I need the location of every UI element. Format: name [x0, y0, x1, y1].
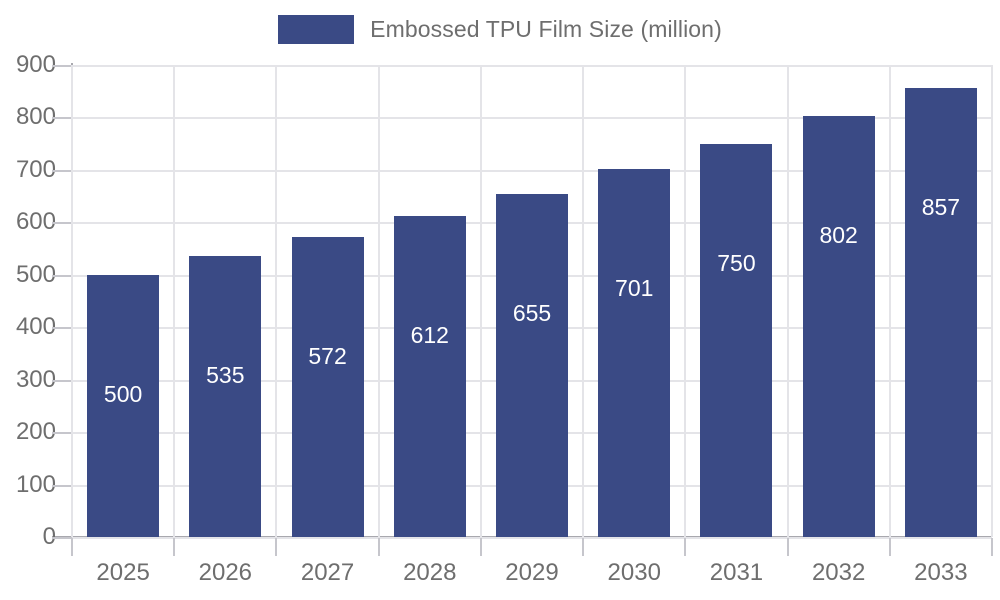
x-axis-tick-label: 2031 — [709, 559, 764, 586]
x-axis-tick-mark — [888, 538, 891, 556]
legend-color-swatch — [278, 14, 355, 44]
x-axis-tick-mark — [275, 538, 278, 556]
bar[interactable]: 572 — [291, 237, 364, 537]
x-gridline — [786, 65, 789, 537]
x-axis-tick-label: 2027 — [300, 559, 355, 586]
bar[interactable]: 802 — [802, 116, 875, 537]
bar[interactable]: 535 — [189, 256, 262, 537]
y-axis-tick-mark — [52, 379, 72, 382]
y-gridline — [72, 169, 992, 172]
x-axis-tick-mark — [173, 538, 176, 556]
bar-value-label: 802 — [819, 222, 858, 249]
x-axis-tick-mark — [582, 538, 585, 556]
x-gridline — [888, 65, 891, 537]
bar[interactable]: 701 — [598, 169, 671, 537]
bar-value-label: 701 — [615, 275, 654, 302]
bar-value-label: 535 — [206, 362, 245, 389]
bar-value-label: 655 — [512, 299, 552, 326]
x-axis-tick-label: 2030 — [607, 559, 661, 586]
bar-value-label: 500 — [103, 380, 143, 407]
bar[interactable]: 857 — [904, 87, 977, 537]
x-axis-tick-mark — [479, 538, 482, 556]
y-axis-tick-mark — [52, 537, 72, 539]
x-axis-tick-mark — [377, 538, 380, 556]
y-axis-tick-label: 0 — [42, 523, 56, 550]
y-axis-tick-label: 600 — [15, 208, 56, 236]
x-axis-tick-mark — [71, 538, 73, 556]
x-gridline — [991, 65, 993, 537]
y-gridline — [72, 537, 992, 539]
y-gridline — [72, 117, 992, 120]
x-axis-tick-label: 2032 — [811, 559, 866, 586]
y-axis-tick-label: 800 — [15, 103, 56, 131]
y-axis-tick-mark — [52, 274, 72, 277]
bar-value-label: 612 — [410, 322, 449, 349]
y-axis-tick-label: 100 — [15, 470, 56, 498]
x-axis-tick-label: 2029 — [505, 559, 559, 586]
chart-legend: Embossed TPU Film Size (million) — [0, 0, 1000, 58]
x-axis-tick-label: 2025 — [96, 559, 150, 586]
y-axis-tick-mark — [52, 432, 72, 435]
plot-area: 500 535 572 612 655 701 750 802 857 — [71, 65, 993, 539]
bar-value-label: 857 — [921, 193, 961, 220]
y-axis-tick-mark — [52, 169, 72, 172]
bar-value-label: 750 — [717, 249, 756, 276]
bar[interactable]: 612 — [393, 216, 466, 537]
bar[interactable]: 750 — [700, 143, 773, 537]
y-gridline — [72, 65, 992, 67]
bar-value-label: 572 — [308, 343, 347, 370]
y-axis-labels: 0 100 200 300 400 500 600 700 800 900 — [0, 0, 56, 600]
y-axis-tick-label: 300 — [15, 365, 56, 393]
x-gridline — [479, 65, 482, 537]
x-gridline — [71, 65, 73, 537]
y-axis-tick-mark — [52, 65, 72, 67]
y-axis-tick-label: 200 — [15, 418, 56, 446]
x-axis-tick-label: 2033 — [914, 559, 968, 586]
bar[interactable]: 500 — [87, 274, 160, 537]
x-axis-tick-mark — [684, 538, 687, 556]
y-axis-tick-mark — [52, 327, 72, 330]
y-axis-tick-mark — [52, 222, 72, 225]
x-gridline — [684, 65, 687, 537]
y-axis-tick-label: 400 — [15, 313, 56, 341]
legend-label: Embossed TPU Film Size (million) — [370, 15, 722, 42]
y-axis-tick-label: 700 — [15, 155, 56, 183]
x-axis-tick-mark — [786, 538, 789, 556]
x-axis-tick-mark — [991, 538, 993, 556]
x-axis-tick-label: 2028 — [403, 559, 457, 586]
x-gridline — [582, 65, 585, 537]
x-gridline — [377, 65, 380, 537]
bar[interactable]: 655 — [496, 193, 568, 537]
x-axis-tick-label: 2026 — [198, 559, 253, 586]
y-axis-tick-mark — [52, 484, 72, 487]
y-axis-tick-label: 500 — [15, 260, 56, 288]
x-gridline — [275, 65, 278, 537]
y-axis-tick-mark — [52, 117, 72, 120]
y-axis-tick-label: 900 — [15, 51, 56, 78]
x-gridline — [173, 65, 176, 537]
